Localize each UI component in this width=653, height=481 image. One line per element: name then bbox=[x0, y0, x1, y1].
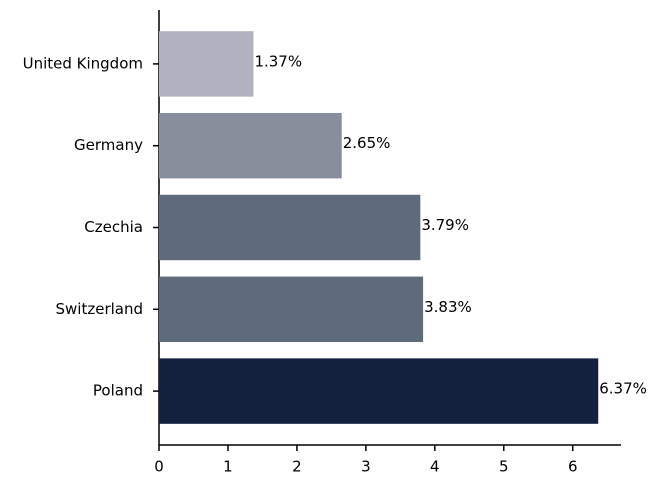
bar bbox=[159, 31, 254, 97]
y-tick-label: United Kingdom bbox=[23, 54, 143, 72]
y-tick-label: Poland bbox=[93, 382, 143, 400]
x-tick-label: 0 bbox=[154, 458, 164, 476]
x-tick-label: 1 bbox=[223, 458, 233, 476]
bar bbox=[159, 358, 599, 424]
value-label: 1.37% bbox=[254, 52, 302, 70]
bar bbox=[159, 276, 424, 343]
y-tick-label: Czechia bbox=[84, 218, 143, 236]
x-tick-label: 6 bbox=[568, 458, 578, 476]
bar bbox=[159, 194, 421, 261]
x-tick-label: 5 bbox=[499, 458, 509, 476]
y-tick-label: Germany bbox=[74, 136, 143, 154]
value-label: 3.83% bbox=[424, 298, 472, 316]
bar bbox=[159, 112, 342, 179]
x-tick-label: 4 bbox=[430, 458, 440, 476]
y-tick-label: Switzerland bbox=[56, 300, 144, 318]
value-label: 6.37% bbox=[599, 380, 647, 398]
x-tick-label: 2 bbox=[292, 458, 302, 476]
value-label: 3.79% bbox=[421, 216, 469, 234]
value-label: 2.65% bbox=[343, 134, 391, 152]
x-tick-label: 3 bbox=[361, 458, 371, 476]
